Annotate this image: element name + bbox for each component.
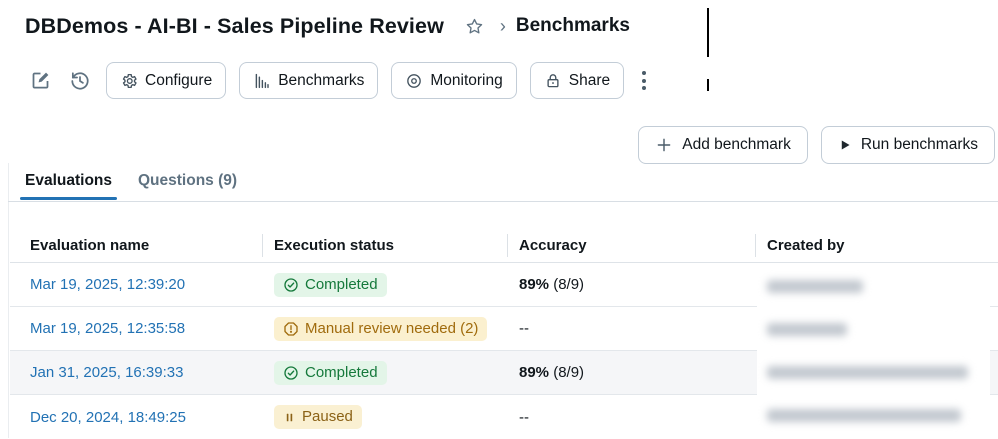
table-row[interactable]: Mar 19, 2025, 12:39:20 Completed 89% (8/… [10, 263, 998, 307]
accuracy-detail: -- [519, 320, 529, 337]
add-benchmark-label: Add benchmark [682, 136, 791, 153]
evaluation-link[interactable]: Dec 20, 2024, 18:49:25 [30, 408, 186, 426]
evaluation-link[interactable]: Mar 19, 2025, 12:39:20 [30, 276, 186, 293]
gear-icon [120, 72, 138, 90]
favorite-star-icon[interactable] [462, 13, 488, 39]
accuracy-cell: 89% (8/9) [507, 364, 755, 381]
screenshot-artifact-line [707, 8, 709, 57]
tab-bar: Evaluations Questions (9) [20, 172, 238, 200]
page-title: DBDemos - AI-BI - Sales Pipeline Review [25, 13, 444, 38]
tab-evaluations[interactable]: Evaluations [20, 172, 117, 200]
accuracy-value: 89% [519, 276, 550, 293]
bar-chart-icon [253, 72, 271, 90]
edit-icon[interactable] [27, 68, 53, 94]
table-header-row: Evaluation name Execution status Accurac… [10, 229, 998, 263]
share-button[interactable]: Share [529, 62, 625, 99]
table-row[interactable]: Mar 19, 2025, 12:35:58 Manual review nee… [10, 307, 998, 351]
redacted-name [767, 409, 961, 422]
alert-octagon-icon [283, 321, 299, 337]
tab-bar-divider [8, 201, 998, 202]
created-by-redaction-overlay [757, 265, 990, 438]
status-badge-label: Manual review needed (2) [305, 319, 479, 337]
page-header: DBDemos - AI-BI - Sales Pipeline Review … [25, 13, 630, 39]
status-badge: Paused [274, 405, 362, 429]
benchmark-actions: Add benchmark Run benchmarks [638, 126, 995, 164]
accuracy-detail: (8/9) [549, 364, 585, 381]
play-icon [838, 138, 852, 152]
add-benchmark-button[interactable]: Add benchmark [638, 126, 808, 164]
status-badge-label: Paused [302, 408, 353, 425]
status-badge-label: Completed [305, 275, 378, 293]
status-badge-label: Completed [305, 363, 378, 381]
redacted-name [767, 280, 863, 293]
redacted-name [767, 366, 968, 379]
run-benchmarks-button[interactable]: Run benchmarks [820, 126, 995, 164]
check-circle-icon [283, 365, 299, 381]
accuracy-cell: -- [507, 320, 755, 337]
plus-icon [655, 136, 673, 154]
accuracy-cell: 89% (8/9) [507, 276, 755, 293]
screenshot-artifact-line [707, 79, 709, 91]
breadcrumb-separator: › [499, 16, 506, 36]
tab-questions[interactable]: Questions (9) [138, 172, 238, 189]
status-badge: Completed [274, 360, 387, 385]
history-icon[interactable] [67, 68, 93, 94]
pause-icon [283, 411, 296, 424]
kebab-menu-icon[interactable] [638, 67, 650, 94]
lock-icon [544, 72, 562, 90]
share-button-label: Share [568, 71, 611, 89]
breadcrumb-current: Benchmarks [515, 15, 630, 36]
redacted-name [767, 323, 847, 336]
accuracy-detail: -- [519, 408, 529, 426]
status-badge: Completed [274, 272, 387, 297]
accuracy-cell: -- [507, 409, 755, 426]
column-header-accuracy[interactable]: Accuracy [507, 229, 755, 262]
check-circle-icon [283, 277, 299, 293]
evaluation-link[interactable]: Jan 31, 2025, 16:39:33 [30, 364, 184, 381]
benchmarks-button[interactable]: Benchmarks [239, 62, 379, 99]
configure-button[interactable]: Configure [106, 62, 227, 99]
column-header-execution-status[interactable]: Execution status [262, 229, 507, 262]
column-header-created-by[interactable]: Created by [755, 229, 998, 262]
accuracy-detail: (8/9) [549, 276, 585, 293]
accuracy-value: 89% [519, 364, 550, 381]
eye-icon [405, 72, 423, 90]
toolbar: Configure Benchmarks Monitoring [27, 62, 650, 99]
table-row[interactable]: Dec 20, 2024, 18:49:25 Paused -- [10, 395, 998, 439]
run-benchmarks-label: Run benchmarks [860, 136, 978, 153]
column-header-evaluation-name[interactable]: Evaluation name [30, 237, 150, 254]
status-badge: Manual review needed (2) [274, 316, 488, 341]
benchmarks-button-label: Benchmarks [278, 71, 365, 89]
monitoring-button[interactable]: Monitoring [391, 62, 517, 99]
evaluation-link[interactable]: Mar 19, 2025, 12:35:58 [30, 320, 186, 337]
monitoring-button-label: Monitoring [430, 71, 503, 89]
panel-left-border [8, 163, 9, 438]
configure-button-label: Configure [145, 71, 213, 89]
